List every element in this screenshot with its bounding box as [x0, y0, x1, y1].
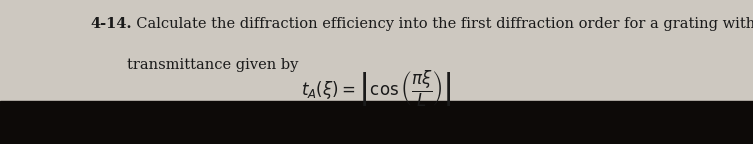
- Text: 4-14.: 4-14.: [90, 17, 132, 31]
- Text: Calculate the diffraction efficiency into the first diffraction order for a grat: Calculate the diffraction efficiency int…: [127, 17, 753, 31]
- Text: transmittance given by: transmittance given by: [127, 58, 298, 72]
- Text: $t_A(\xi) = \left|\cos\left(\dfrac{\pi\xi}{L}\right)\right|$: $t_A(\xi) = \left|\cos\left(\dfrac{\pi\x…: [301, 69, 452, 109]
- Bar: [0, 101, 753, 144]
